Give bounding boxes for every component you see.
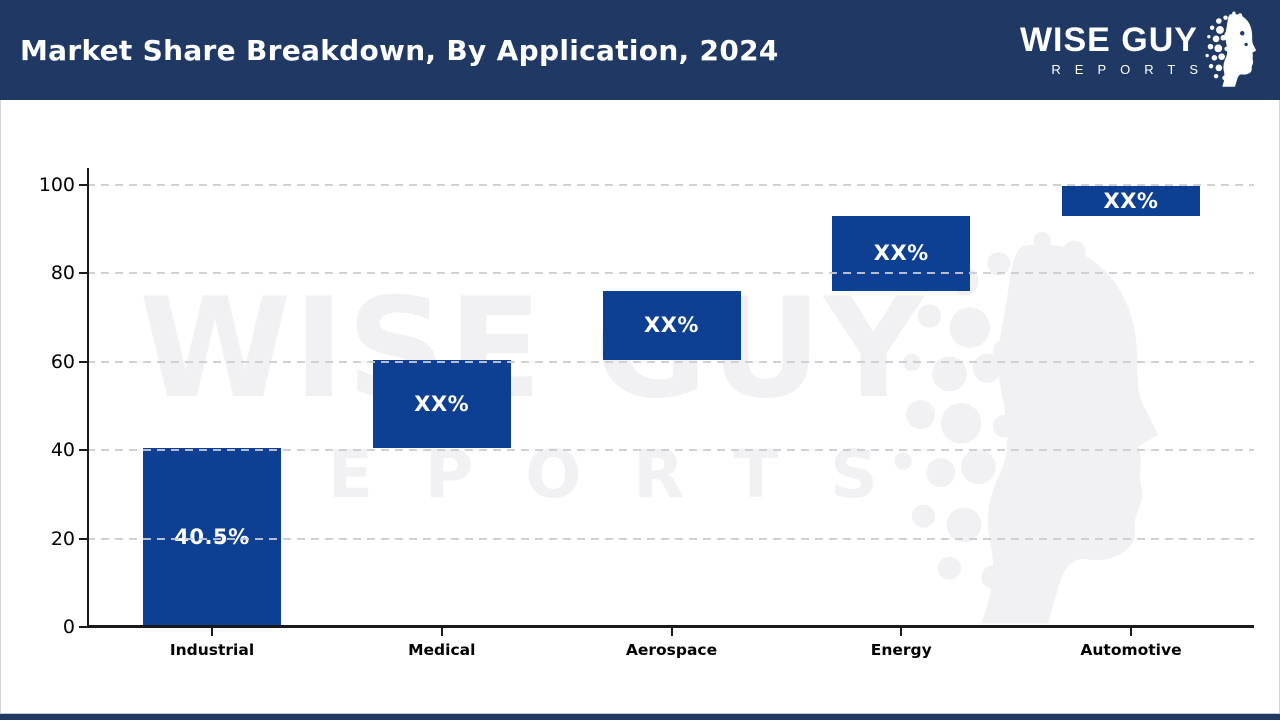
watermark-subtext: REPORTS: [225, 436, 930, 513]
watermark-brand-text: WISE GUY: [139, 268, 926, 429]
grid-line-80: [87, 272, 1254, 275]
x-tick: [211, 628, 213, 636]
y-tick-label: 100: [38, 173, 75, 196]
x-tick: [670, 628, 673, 636]
y-axis-line: [87, 168, 89, 627]
bar-automotive: XX%: [1062, 185, 1200, 216]
y-tick-label: 80: [50, 262, 75, 285]
chart-body: WISE GUY REPORTS 40.5% Industrial XX% Medic…: [0, 100, 1280, 713]
grid-line-60: [87, 360, 1254, 363]
grid-line-100: [87, 183, 1254, 186]
brand-name: WISE GUY: [1019, 21, 1198, 59]
x-tick: [1130, 628, 1132, 636]
x-tick-label: Energy: [870, 641, 932, 659]
y-tick: [79, 537, 88, 540]
watermark-head-icon: [877, 222, 1167, 646]
x-tick-label: Industrial: [169, 641, 255, 659]
y-tick: [79, 183, 88, 186]
grid-line-40: [87, 449, 1254, 452]
footer-divider: [0, 713, 1280, 714]
brand-logo: WISE GUY REPORTS: [1020, 11, 1258, 89]
bar-value-label: 40.5%: [174, 525, 250, 550]
x-axis-line: [87, 625, 1254, 628]
y-tick: [79, 626, 88, 628]
x-tick: [900, 628, 903, 636]
x-tick: [440, 628, 443, 636]
bar-medical: XX%: [372, 359, 511, 448]
y-tick: [79, 272, 88, 275]
y-tick-label: 20: [50, 527, 75, 550]
footer-accent-bar: [0, 714, 1280, 720]
brand-logo-text: WISE GUY REPORTS: [1020, 23, 1198, 77]
bar-value-label: XX%: [414, 391, 470, 416]
y-tick-label: 0: [62, 616, 75, 638]
bar-value-label: XX%: [873, 241, 929, 266]
plot-area: 40.5% Industrial XX% Medical XX% Aerospace XX%…: [1, 100, 1279, 713]
brand-head-icon: [1202, 11, 1258, 89]
bar-value-label: XX%: [1103, 188, 1159, 213]
bar-aerospace: XX%: [602, 291, 741, 360]
chart-title: Market Share Breakdown, By Application, …: [20, 33, 779, 67]
x-tick-label: Aerospace: [625, 641, 718, 659]
y-tick: [79, 360, 88, 363]
bar-value-label: XX%: [644, 313, 699, 338]
x-tick-label: Medical: [408, 641, 476, 659]
bar-energy: XX%: [832, 215, 971, 291]
x-tick-label: Automotive: [1080, 641, 1182, 659]
y-tick: [79, 449, 88, 452]
y-tick-label: 40: [50, 439, 75, 462]
bar-industrial: 40.5%: [143, 447, 281, 627]
grid-line-20: [87, 537, 1254, 540]
y-tick-label: 60: [50, 350, 75, 373]
header: Market Share Breakdown, By Application, …: [0, 0, 1280, 100]
brand-subname: REPORTS: [1051, 62, 1212, 77]
